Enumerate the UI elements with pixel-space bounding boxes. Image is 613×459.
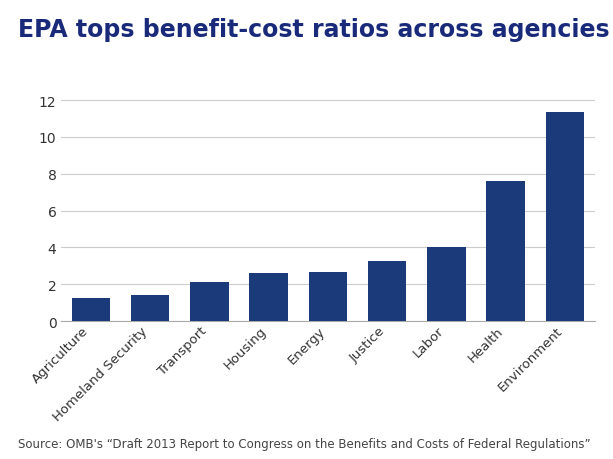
Text: Source: OMB's “Draft 2013 Report to Congress on the Benefits and Costs of Federa: Source: OMB's “Draft 2013 Report to Cong…: [18, 437, 591, 450]
Bar: [72, 298, 110, 321]
Bar: [427, 248, 466, 321]
Bar: [131, 296, 169, 321]
Bar: [249, 274, 288, 321]
Bar: [368, 262, 406, 321]
Bar: [190, 283, 229, 321]
Bar: [546, 113, 584, 321]
Bar: [309, 273, 347, 321]
Text: EPA tops benefit-cost ratios across agencies: EPA tops benefit-cost ratios across agen…: [18, 18, 610, 42]
Bar: [487, 182, 525, 321]
